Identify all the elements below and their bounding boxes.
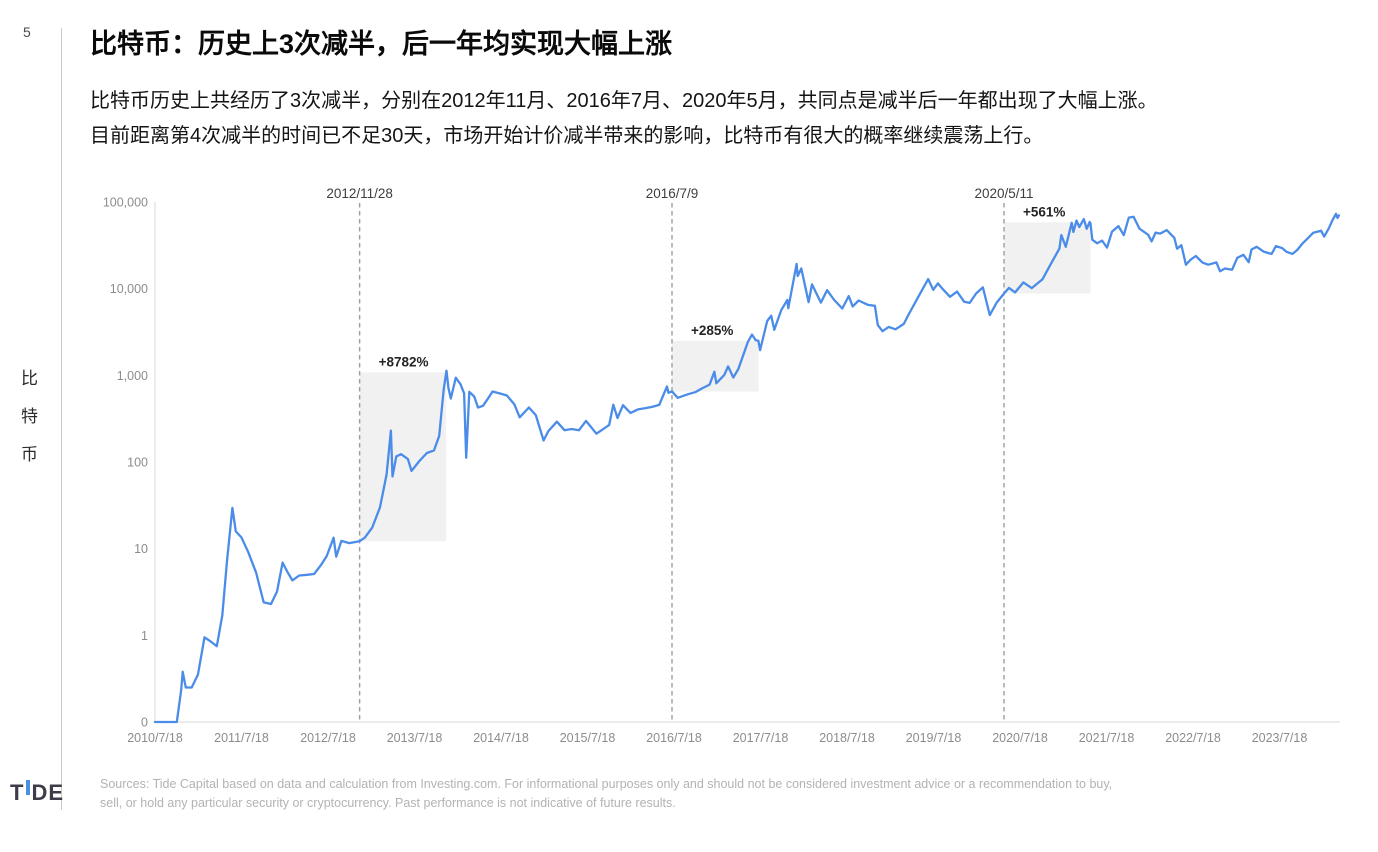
halving-gain-label: +285% xyxy=(691,323,733,338)
x-tick-label: 2020/7/18 xyxy=(992,731,1048,745)
intro-line-2: 目前距离第4次减半的时间已不足30天，市场开始计价减半带来的影响，比特币有很大的… xyxy=(90,125,1044,147)
intro-line-1: 比特币历史上共经历了3次减半，分别在2012年11月、2016年7月、2020年… xyxy=(90,90,1158,112)
halving-gain-label: +561% xyxy=(1023,204,1065,219)
halving-date-label: 2020/5/11 xyxy=(974,186,1033,201)
y-tick-label: 10 xyxy=(134,542,148,556)
x-tick-label: 2010/7/18 xyxy=(127,731,183,745)
chart-canvas: 0 1 10 100 1,000 10,000 100,000 2010/7/18 2011/7… xyxy=(103,186,1341,745)
sidebar-vertical-title: 比特币 xyxy=(18,369,37,483)
x-tick-label: 2019/7/18 xyxy=(906,731,962,745)
tide-logo: T DE xyxy=(10,780,64,806)
y-tick-label: 1,000 xyxy=(117,369,148,383)
x-tick-label: 2018/7/18 xyxy=(819,731,875,745)
x-tick-label: 2012/7/18 xyxy=(300,731,356,745)
y-tick-label: 100 xyxy=(127,455,148,469)
left-divider xyxy=(61,28,62,810)
intro-paragraph: 比特币历史上共经历了3次减半，分别在2012年11月、2016年7月、2020年… xyxy=(90,84,1158,154)
slide-title: 比特币：历史上3次减半，后一年均实现大幅上涨 xyxy=(90,29,673,59)
btc-price-line xyxy=(153,212,1341,724)
btc-price-chart: 0 1 10 100 1,000 10,000 100,000 2010/7/18 2011/7… xyxy=(100,185,1350,777)
page-number: 5 xyxy=(23,24,31,40)
halving-date-label: 2012/11/28 xyxy=(326,186,393,201)
halving-gain-region xyxy=(1004,222,1091,294)
x-tick-label: 2014/7/18 xyxy=(473,731,529,745)
logo-text-right: DE xyxy=(31,780,65,805)
source-disclaimer: Sources: Tide Capital based on data and … xyxy=(100,775,1352,814)
source-line-2: sell, or hold any particular security or… xyxy=(100,796,676,811)
x-tick-label: 2021/7/18 xyxy=(1079,731,1135,745)
y-tick-label: 100,000 xyxy=(103,195,148,209)
halving-gain-label: +8782% xyxy=(379,354,429,369)
logo-text-left: T xyxy=(10,780,25,805)
x-tick-label: 2022/7/18 xyxy=(1165,731,1221,745)
logo-i-bar xyxy=(26,780,31,795)
y-tick-label: 10,000 xyxy=(110,282,148,296)
x-tick-label: 2015/7/18 xyxy=(560,731,616,745)
y-tick-label: 1 xyxy=(141,629,148,643)
y-tick-label: 0 xyxy=(141,716,148,730)
x-tick-label: 2011/7/18 xyxy=(214,731,269,745)
x-tick-label: 2013/7/18 xyxy=(387,731,443,745)
x-tick-label: 2017/7/18 xyxy=(733,731,789,745)
x-tick-label: 2023/7/18 xyxy=(1252,731,1308,745)
halving-date-label: 2016/7/9 xyxy=(646,186,699,201)
x-tick-label: 2016/7/18 xyxy=(646,731,702,745)
source-line-1: Sources: Tide Capital based on data and … xyxy=(100,777,1113,791)
